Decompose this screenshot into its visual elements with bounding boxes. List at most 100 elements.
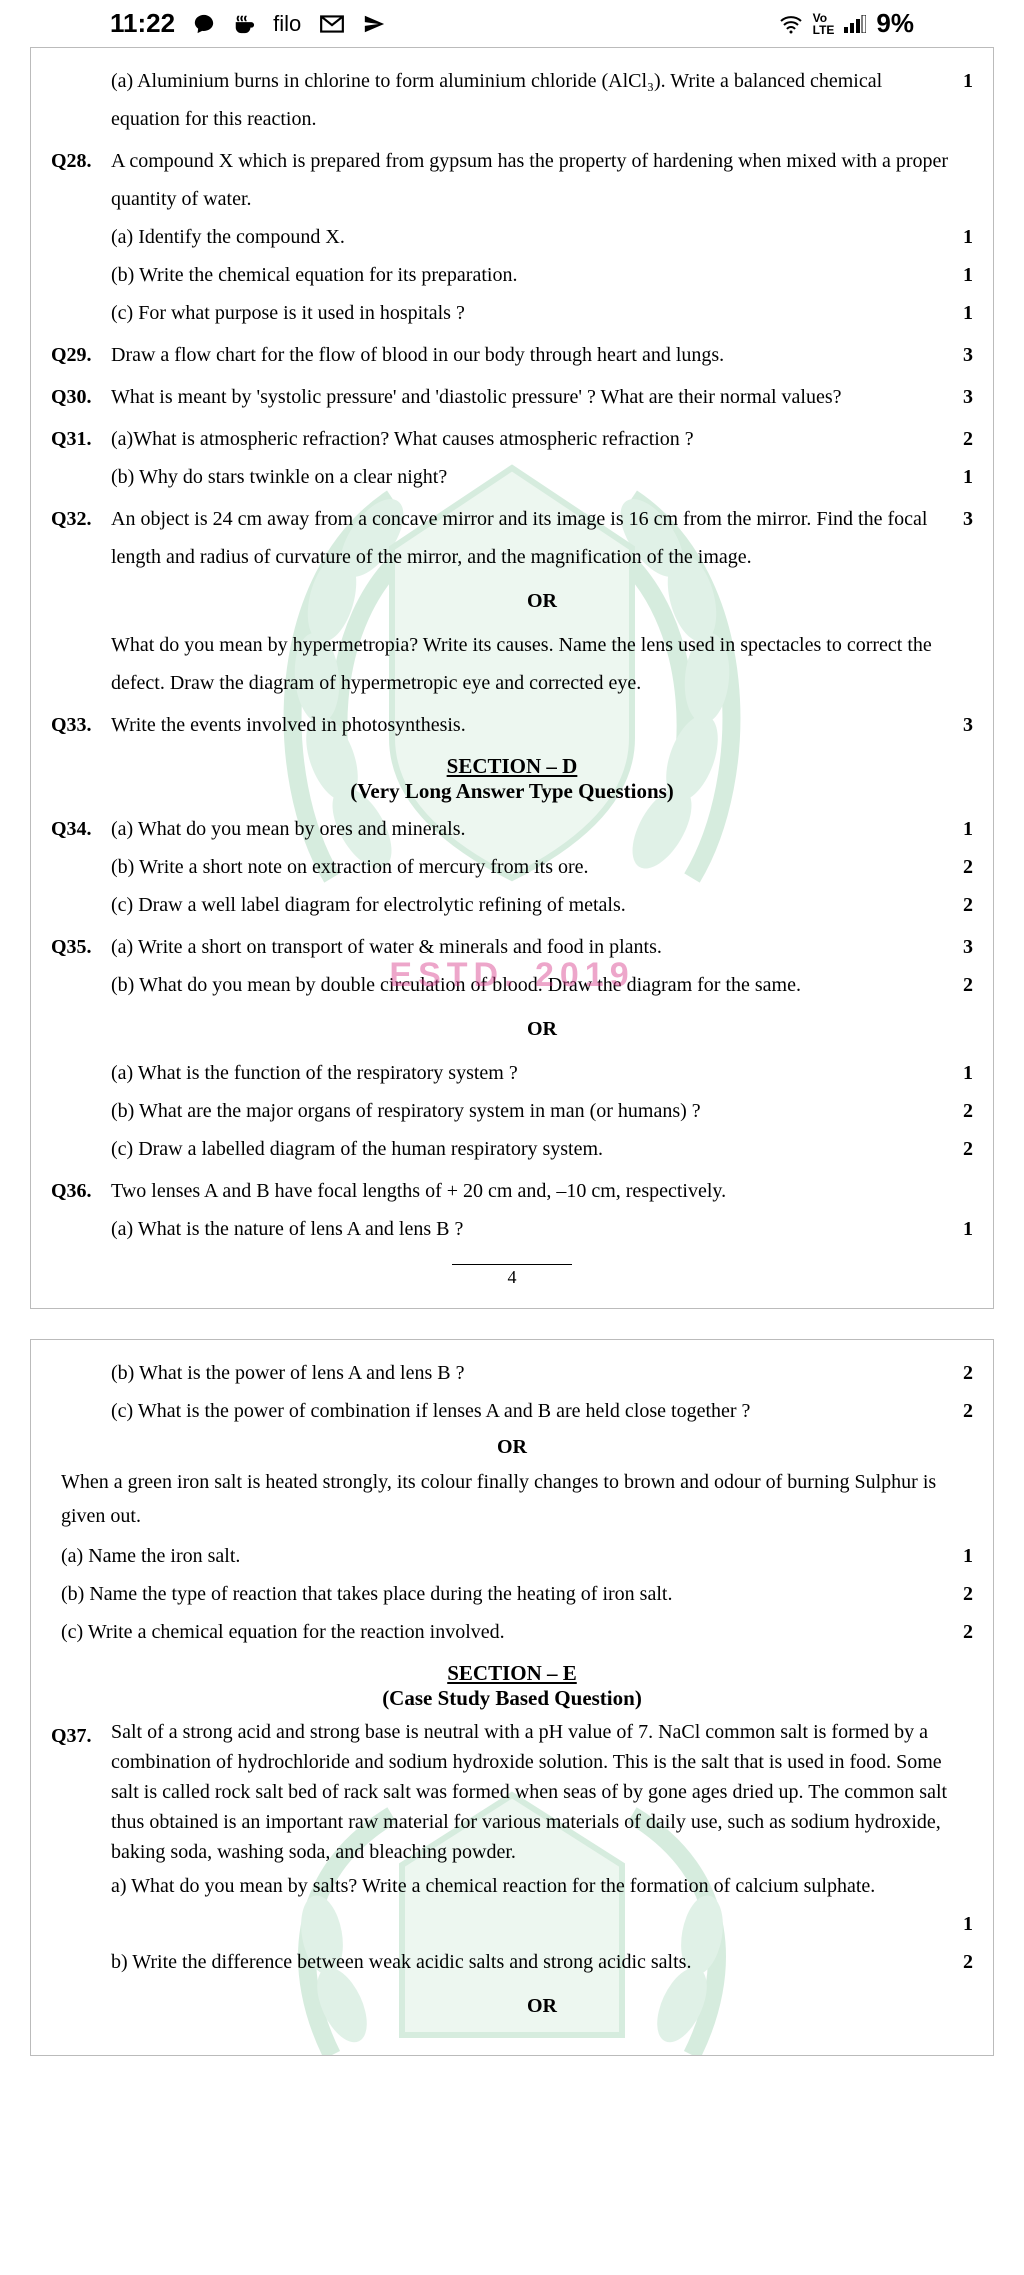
- q33-text: Write the events involved in photosynthe…: [111, 706, 948, 744]
- q31-num: Q31.: [51, 420, 111, 458]
- q32-marks: 3: [948, 500, 973, 538]
- q36: Q36. Two lenses A and B have focal lengt…: [51, 1172, 973, 1248]
- q28a-text: (a) Identify the compound X.: [111, 218, 948, 256]
- q32-text: An object is 24 cm away from a concave m…: [111, 500, 948, 576]
- q28b-marks: 1: [948, 256, 973, 294]
- q35-alt-c-marks: 2: [948, 1130, 973, 1168]
- wifi-icon: [779, 14, 803, 34]
- q35-alt-c-text: (c) Draw a labelled diagram of the human…: [111, 1130, 948, 1168]
- q34a-text: (a) What do you mean by ores and mineral…: [111, 810, 948, 848]
- q28-intro: A compound X which is prepared from gyps…: [111, 142, 973, 218]
- q35-alt-b-marks: 2: [948, 1092, 973, 1130]
- q30-num: Q30.: [51, 378, 111, 416]
- q28c-text: (c) For what purpose is it used in hospi…: [111, 294, 948, 332]
- q36c-marks: 2: [948, 1392, 973, 1430]
- q31a-marks: 2: [948, 420, 973, 458]
- coffee-icon: [233, 13, 255, 35]
- q36-alt-c-text: (c) Write a chemical equation for the re…: [61, 1613, 948, 1651]
- q36b-marks: 2: [948, 1354, 973, 1392]
- q35-or: OR: [111, 1010, 973, 1048]
- q33-marks: 3: [948, 706, 973, 744]
- q30-text: What is meant by 'systolic pressure' and…: [111, 378, 948, 416]
- q36-or: OR: [51, 1436, 973, 1459]
- q35-num: Q35.: [51, 928, 111, 966]
- q36-alt-a-marks: 1: [948, 1537, 973, 1575]
- q31b-text: (b) Why do stars twinkle on a clear nigh…: [111, 458, 948, 496]
- send-icon: [363, 13, 385, 35]
- q34: Q34. (a) What do you mean by ores and mi…: [51, 810, 973, 924]
- q28-num: Q28.: [51, 142, 111, 180]
- q34b-marks: 2: [948, 848, 973, 886]
- status-left: 11:22 filo: [110, 8, 385, 39]
- q36-alt-intro: When a green iron salt is heated strongl…: [51, 1465, 973, 1533]
- q37: Q37. Salt of a strong acid and strong ba…: [51, 1717, 973, 2031]
- q32: Q32. An object is 24 cm away from a conc…: [51, 500, 973, 702]
- q34c-text: (c) Draw a well label diagram for electr…: [111, 886, 948, 924]
- gmail-icon: [319, 14, 345, 34]
- page-1: (a) Aluminium burns in chlorine to form …: [30, 47, 994, 1309]
- q35-alt-a-text: (a) What is the function of the respirat…: [111, 1054, 948, 1092]
- status-right: VoLTE 9%: [779, 8, 914, 39]
- q34-num: Q34.: [51, 810, 111, 848]
- q27a-text: (a) Aluminium burns in chlorine to form …: [111, 62, 948, 138]
- q35-alt-a-marks: 1: [948, 1054, 973, 1092]
- q35a-marks: 3: [948, 928, 973, 966]
- q34a-marks: 1: [948, 810, 973, 848]
- q36-intro: Two lenses A and B have focal lengths of…: [111, 1172, 973, 1210]
- q35a-text: (a) Write a short on transport of water …: [111, 928, 948, 966]
- q32-or: OR: [111, 582, 973, 620]
- q36-alt-b-text: (b) Name the type of reaction that takes…: [61, 1575, 948, 1613]
- q28: Q28. A compound X which is prepared from…: [51, 142, 973, 332]
- q33-num: Q33.: [51, 706, 111, 744]
- section-e-sub: (Case Study Based Question): [51, 1686, 973, 1711]
- q32-alt: What do you mean by hypermetropia? Write…: [111, 626, 973, 702]
- q37a-text: a) What do you mean by salts? Write a ch…: [111, 1867, 973, 1905]
- battery-text: 9%: [876, 8, 914, 39]
- q37-or: OR: [111, 1987, 973, 2025]
- q37-intro: Salt of a strong acid and strong base is…: [111, 1717, 973, 1867]
- q36-alt: (a) Name the iron salt.1 (b) Name the ty…: [51, 1537, 973, 1651]
- q28c-marks: 1: [948, 294, 973, 332]
- q37-num: Q37.: [51, 1717, 111, 1755]
- q31a-text: (a)What is atmospheric refraction? What …: [111, 420, 948, 458]
- q32-num: Q32.: [51, 500, 111, 538]
- q28a-marks: 1: [948, 218, 973, 256]
- q36-cont: (b) What is the power of lens A and lens…: [51, 1354, 973, 1430]
- status-time: 11:22: [110, 8, 175, 39]
- q34b-text: (b) Write a short note on extraction of …: [111, 848, 948, 886]
- q27-part-a: (a) Aluminium burns in chlorine to form …: [51, 62, 973, 138]
- net-label: VoLTE: [813, 12, 835, 36]
- q29: Q29. Draw a flow chart for the flow of b…: [51, 336, 973, 374]
- page-2: (b) What is the power of lens A and lens…: [30, 1339, 994, 2056]
- q29-marks: 3: [948, 336, 973, 374]
- q34c-marks: 2: [948, 886, 973, 924]
- q27a-marks: 1: [948, 62, 973, 100]
- page-number: 4: [452, 1264, 572, 1288]
- status-bar: 11:22 filo VoLTE 9%: [0, 0, 1024, 47]
- section-e-title: SECTION – E: [51, 1661, 973, 1686]
- signal-icon: [844, 15, 866, 33]
- q37a-marks: 1: [948, 1905, 973, 1943]
- section-d-title: SECTION – D: [51, 754, 973, 779]
- q37b-marks: 2: [948, 1943, 973, 1981]
- q37b-text: b) Write the difference between weak aci…: [111, 1943, 948, 1981]
- q30-marks: 3: [948, 378, 973, 416]
- q28b-text: (b) Write the chemical equation for its …: [111, 256, 948, 294]
- q36a-text: (a) What is the nature of lens A and len…: [111, 1210, 948, 1248]
- q36-alt-b-marks: 2: [948, 1575, 973, 1613]
- q29-text: Draw a flow chart for the flow of blood …: [111, 336, 948, 374]
- q35: Q35. (a) Write a short on transport of w…: [51, 928, 973, 1168]
- q36-num: Q36.: [51, 1172, 111, 1210]
- q35b-marks: 2: [948, 966, 973, 1004]
- section-d-sub: (Very Long Answer Type Questions): [51, 779, 973, 804]
- q33: Q33. Write the events involved in photos…: [51, 706, 973, 744]
- q36-alt-c-marks: 2: [948, 1613, 973, 1651]
- q36-alt-a-text: (a) Name the iron salt.: [61, 1537, 948, 1575]
- q30: Q30. What is meant by 'systolic pressure…: [51, 378, 973, 416]
- q29-num: Q29.: [51, 336, 111, 374]
- q36a-marks: 1: [948, 1210, 973, 1248]
- app-label: filo: [273, 11, 301, 37]
- q31b-marks: 1: [948, 458, 973, 496]
- q36c-text: (c) What is the power of combination if …: [111, 1392, 948, 1430]
- q35b-text: (b) What do you mean by double circulati…: [111, 966, 948, 1004]
